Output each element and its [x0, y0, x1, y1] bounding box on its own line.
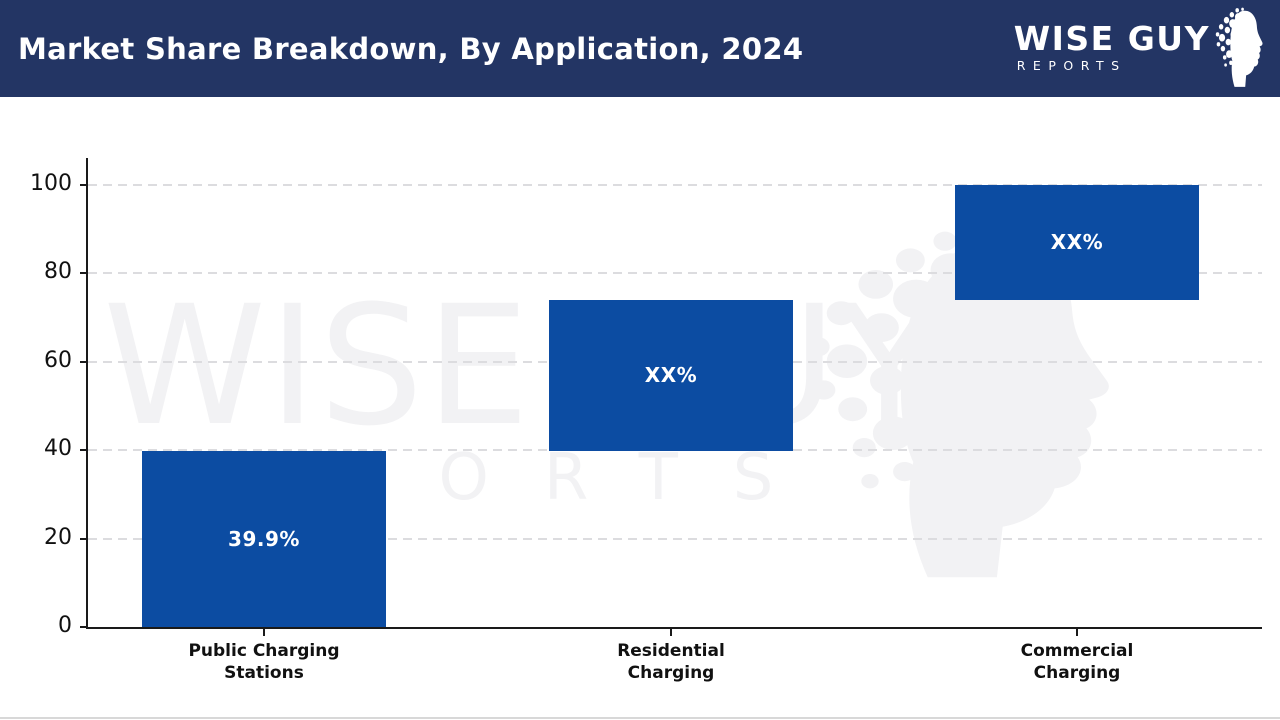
bottom-divider — [0, 717, 1280, 719]
bar-value-label: XX% — [1050, 230, 1104, 255]
gridline — [88, 537, 1262, 540]
page-title: Market Share Breakdown, By Application, … — [18, 31, 804, 66]
y-axis-tick-label: 80 — [44, 259, 72, 285]
y-axis-tick — [80, 184, 88, 186]
bar-segment: 39.9% — [142, 450, 386, 627]
bar-segment: XX% — [549, 299, 793, 451]
x-axis-tick — [670, 629, 672, 636]
y-axis-tick-label: 40 — [44, 436, 72, 462]
watermark-brand-text: WISE GUY — [103, 270, 942, 462]
y-axis-tick-label: 60 — [44, 347, 72, 373]
y-axis-tick — [80, 537, 88, 540]
gridline — [88, 184, 1262, 186]
y-axis-tick — [80, 272, 88, 275]
brand-name: WISE GUY — [1013, 18, 1210, 58]
x-axis-tick — [263, 629, 265, 636]
brand-face-icon — [1214, 6, 1272, 88]
gridline — [88, 272, 1262, 275]
x-axis-line — [86, 627, 1262, 629]
y-axis-tick-label: 0 — [58, 613, 72, 638]
header: Market Share Breakdown, By Application, … — [0, 0, 1280, 97]
brand-subtitle: REPORTS — [1016, 58, 1127, 74]
x-axis-category-label-line: Charging — [627, 663, 715, 684]
x-axis-category-label-line: Public Charging — [188, 641, 340, 661]
y-axis-tick-label: 20 — [44, 524, 72, 550]
y-axis-tick — [80, 626, 88, 628]
brand-logo-text: WISE GUY REPORTS — [1013, 18, 1210, 74]
bar-value-label: XX% — [644, 363, 698, 388]
x-axis-category-label-line: Charging — [1033, 663, 1121, 684]
x-axis-category-label-line: Stations — [224, 663, 304, 684]
x-axis-category-label: Residential Charging — [541, 640, 801, 684]
x-axis-category-label: Public Charging Stations — [134, 640, 394, 684]
y-axis-tick — [80, 360, 88, 363]
y-axis-line — [86, 158, 88, 629]
y-axis-tick — [80, 449, 88, 452]
y-axis-tick-label: 100 — [30, 171, 72, 196]
bar-segment: XX% — [955, 185, 1199, 300]
brand-logo: WISE GUY REPORTS — [1014, 6, 1272, 88]
bar-value-label: 39.9% — [228, 526, 300, 551]
x-axis-category-label: Commercial Charging — [947, 640, 1207, 684]
x-axis-category-label-line: Commercial — [1020, 641, 1134, 661]
x-axis-tick — [1076, 629, 1078, 636]
x-axis-category-label-line: Residential — [617, 641, 725, 661]
